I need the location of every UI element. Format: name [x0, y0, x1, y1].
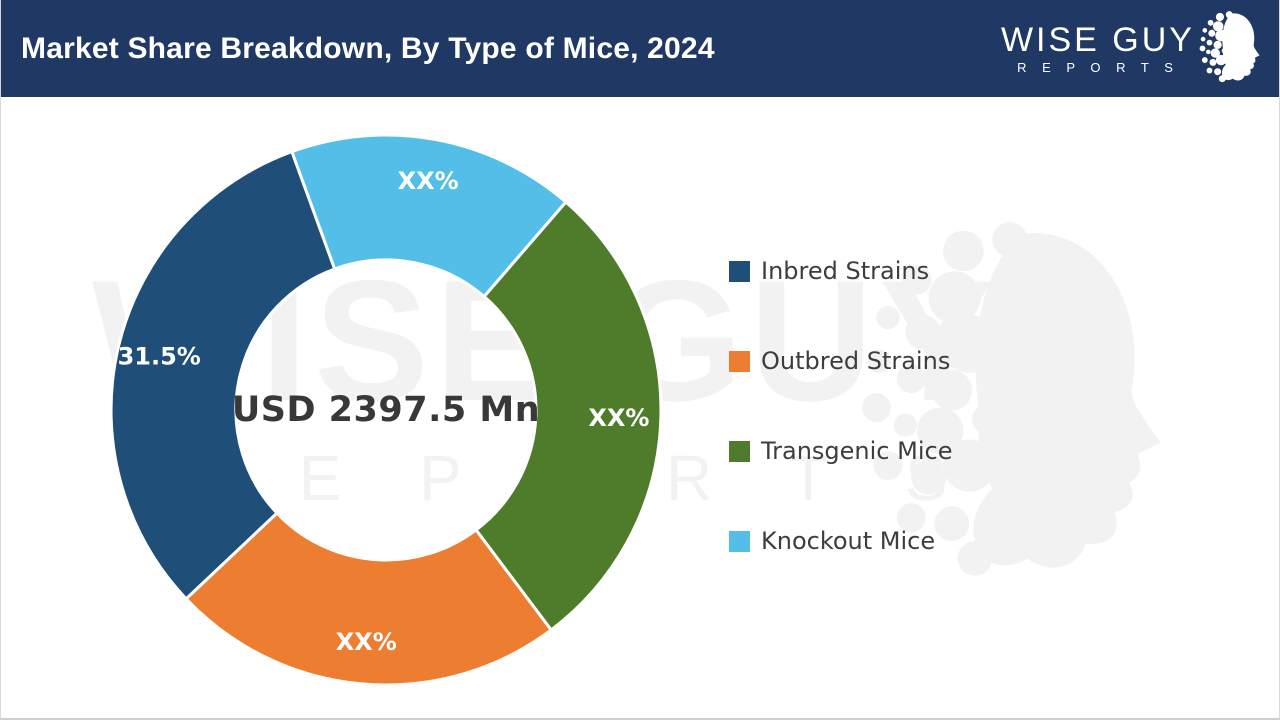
chart-legend: Inbred Strains Outbred Strains Transgenic … — [729, 256, 952, 616]
logo-text: WISE GUY R E P O R T S — [1001, 22, 1195, 76]
slice-label-outbred-strains: XX% — [336, 628, 397, 656]
legend-label: Transgenic Mice — [761, 437, 953, 465]
slice-label-transgenic-mice: XX% — [588, 404, 649, 432]
slice-label-knockout-mice: XX% — [398, 167, 459, 195]
legend-swatch-icon — [729, 350, 750, 372]
logo-subtitle: R E P O R T S — [1017, 59, 1179, 75]
legend-swatch-icon — [729, 440, 750, 462]
chart-area: WISE GUY R E P O R T S 31.5%XX%XX%XX% US… — [1, 97, 1279, 718]
page-title: Market Share Breakdown, By Type of Mice,… — [21, 31, 715, 65]
legend-swatch-icon — [729, 530, 750, 552]
legend-label: Knockout Mice — [761, 527, 936, 555]
chart-center-value: USD 2397.5 Mn — [231, 390, 541, 430]
legend-item-inbred-strains[interactable]: Inbred Strains — [729, 256, 952, 286]
donut-slice-transgenic-mice[interactable] — [474, 200, 663, 632]
donut-slice-inbred-strains[interactable] — [109, 150, 337, 601]
legend-item-outbred-strains[interactable]: Outbred Strains — [729, 346, 952, 376]
legend-swatch-icon — [729, 260, 750, 282]
donut-slice-outbred-strains[interactable] — [184, 511, 553, 687]
donut-chart: 31.5% XX% XX% XX% — [109, 133, 663, 687]
slice-label-inbred-strains: 31.5% — [118, 342, 201, 370]
wise-guy-logo: WISE GUY R E P O R T S — [1001, 10, 1263, 88]
donut-slice-knockout-mice[interactable] — [290, 133, 568, 298]
head-profile-dots-icon — [1199, 10, 1260, 82]
legend-label: Inbred Strains — [761, 257, 930, 285]
legend-item-knockout-mice[interactable]: Knockout Mice — [729, 526, 952, 556]
legend-item-transgenic-mice[interactable]: Transgenic Mice — [729, 436, 952, 466]
legend-label: Outbred Strains — [761, 347, 951, 375]
header-bar: Market Share Breakdown, By Type of Mice,… — [1, 0, 1279, 97]
logo-wordmark: WISE GUY — [1000, 20, 1195, 59]
